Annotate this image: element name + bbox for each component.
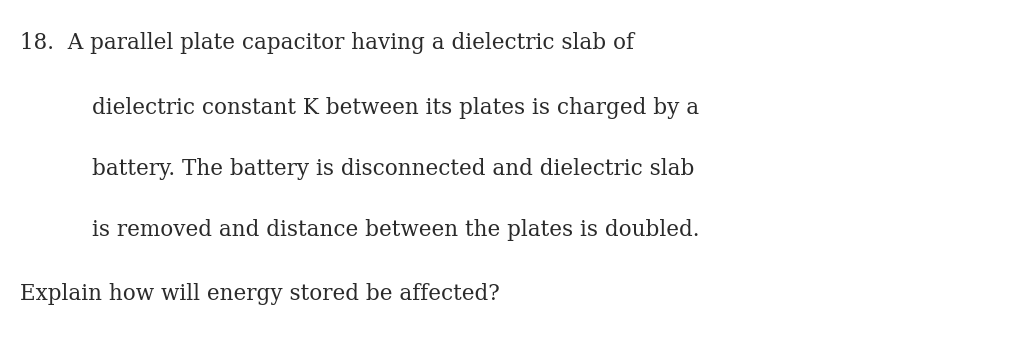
Text: Explain how will energy stored be affected?: Explain how will energy stored be affect… — [20, 283, 501, 306]
Text: battery. The battery is disconnected and dielectric slab: battery. The battery is disconnected and… — [92, 158, 694, 180]
Text: 18.  A parallel plate capacitor having a dielectric slab of: 18. A parallel plate capacitor having a … — [20, 32, 635, 54]
Text: is removed and distance between the plates is doubled.: is removed and distance between the plat… — [92, 219, 699, 241]
Text: dielectric constant K between its plates is charged by a: dielectric constant K between its plates… — [92, 97, 699, 119]
